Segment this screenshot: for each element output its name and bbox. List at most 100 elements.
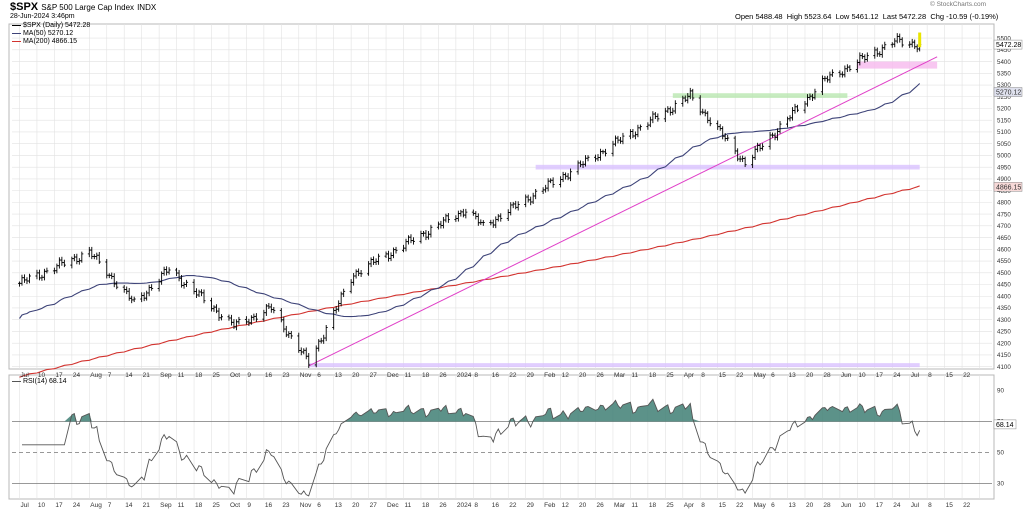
price-tick-label: 4500 [997,270,1011,277]
price-tick-label: 5300 [997,82,1011,89]
price-tick-label: 4150 [997,352,1011,359]
price-bar [848,65,852,72]
last-label: Last [882,12,897,21]
price-tick-label: 5400 [997,59,1011,66]
rsi-tick-label: 90 [997,388,1004,395]
price-tick-label: 5050 [997,141,1011,148]
price-tick-label: 4600 [997,247,1011,254]
price-tick-label: 5200 [997,106,1011,113]
price-panel-frame [8,23,995,370]
date-tick-label: 21 [143,372,151,379]
price-grid [12,24,992,369]
symbol-title: $SPX S&P 500 Large Cap Index INDX [10,1,156,13]
date-tick-label: 20 [352,372,360,379]
date-tick-label: Dec [387,502,399,509]
date-tick-label: 6 [317,372,321,379]
price-bar [359,269,363,277]
price-tick-label: 4700 [997,223,1011,230]
chg-value: -10.59 (-0.19%) [946,12,999,21]
price-bar [778,120,782,134]
trendline [308,56,938,367]
price-bar [481,220,485,226]
date-tick-label: 24 [73,372,81,379]
date-tick-label: 8 [701,502,705,509]
date-tick-label: 29 [527,502,535,509]
low-value: 5461.12 [851,12,879,21]
ma200-path [19,185,920,378]
price-tick-label: 4100 [997,364,1011,371]
ma200-line [19,185,920,378]
date-tick-label: 10 [38,502,46,509]
date-tick-label: 13 [789,502,797,509]
date-tick-label: 13 [335,502,343,509]
tag-last: 5472.28 [996,42,1021,49]
rsi-axis: 3050709068.14 [993,388,1017,488]
price-tick-label: 5150 [997,117,1011,124]
date-tick-label: 11 [178,502,185,509]
high-label: High [786,12,803,21]
date-tick-label: 26 [439,372,447,379]
price-bar [761,143,765,151]
date-tick-label: 20 [806,372,814,379]
price-bar [202,289,206,304]
date-axis-top: Jul 10 17 24 Aug 7 14 21 Sep 11 18 25 Oct 9 16 23 Nov 6 13… [20,372,970,379]
date-tick-label: 26 [597,502,605,509]
price-tick-label: 4900 [997,176,1011,183]
price-bar [743,156,747,168]
price-bar [132,296,136,303]
rsi-path [22,398,921,497]
date-tick-label: 23 [282,502,290,509]
date-tick-label: 28 [823,372,831,379]
price-bar [219,314,223,321]
date-tick-label: 25 [212,372,220,379]
date-tick-label: 15 [946,502,954,509]
date-tick-label: Jun [841,502,852,509]
rsi-tag: 68.14 [996,422,1014,429]
price-bar [167,267,171,275]
tag-last-box [993,39,1023,50]
date-tick-label: 29 [527,372,535,379]
price-tick-label: 5350 [997,70,1011,77]
rsi-panel-frame [8,374,995,500]
date-tick-label: Nov [300,502,312,509]
tag-ma50-box [993,87,1023,97]
price-bar [411,237,415,245]
date-tick-label: 9 [247,372,251,379]
date-tick-label: Oct [230,372,240,379]
date-tick-label: 6 [771,372,775,379]
price-bar [429,224,433,238]
price-tick-label: 5450 [997,47,1011,54]
date-tick-label: Apr [684,502,695,509]
date-tick-label: 12 [562,502,570,509]
date-tick-label: 23 [282,372,290,379]
price-tick-label: 5100 [997,129,1011,136]
tag-ma50: 5270.12 [996,90,1021,97]
price-bar [237,316,241,325]
date-tick-label: 24 [893,502,901,509]
date-tick-label: 17 [876,502,884,509]
date-tick-label: 25 [666,372,674,379]
price-bar [586,155,590,162]
date-tick-label: 8 [928,502,932,509]
price-bar [883,41,887,51]
date-tick-label: 10 [858,372,866,379]
price-tick-label: 4750 [997,211,1011,218]
date-tick-label: 26 [597,372,605,379]
date-tick-label: 8 [701,372,705,379]
price-band [857,61,938,69]
price-bar [80,251,84,263]
date-tick-label: 26 [439,502,447,509]
price-tick-label: 5250 [997,94,1011,101]
date-tick-label: 13 [789,372,797,379]
date-tick-label: 22 [736,502,744,509]
date-tick-label: Apr [684,372,695,379]
open-label: Open [735,12,754,21]
legend-rsi: RSI(14) 68.14 [12,378,67,385]
price-bar [656,113,660,122]
legend-ma50-label: MA(50) 5270.12 [22,30,74,37]
date-tick-label: 27 [370,502,378,509]
date-tick-label: 17 [876,372,884,379]
date-tick-label: 10 [38,372,46,379]
price-tick-label: 4950 [997,164,1011,171]
date-tick-label: 11 [405,502,412,509]
